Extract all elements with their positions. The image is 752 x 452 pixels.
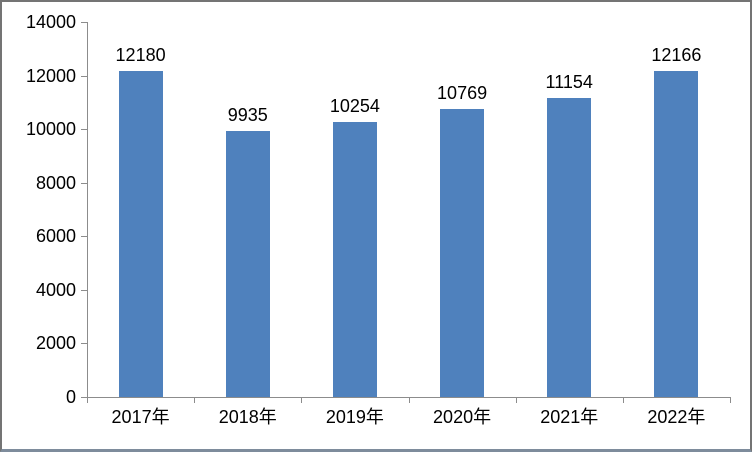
y-tick-label: 6000 — [35, 226, 76, 247]
y-tick-label: 14000 — [25, 12, 76, 32]
bar-value-label: 11154 — [545, 72, 593, 93]
x-tick-label: 2019年 — [325, 407, 384, 427]
x-axis-tick — [408, 398, 410, 403]
y-axis-tick — [81, 397, 87, 398]
x-tick-label: 2018年 — [218, 407, 277, 427]
x-tick-label: 2021年 — [540, 407, 599, 427]
x-axis-tick — [515, 398, 517, 403]
bar — [225, 130, 270, 397]
bar-value-label: 12180 — [115, 44, 166, 65]
plot-area — [87, 22, 731, 398]
y-axis-tick — [81, 75, 87, 77]
bar-value-label: 9935 — [227, 104, 268, 125]
x-axis-tick — [301, 398, 303, 403]
bar-value-label: 10254 — [329, 96, 380, 117]
y-tick-label: 4000 — [35, 279, 76, 300]
y-tick-label: 12000 — [25, 65, 76, 86]
x-axis-tick — [730, 398, 731, 403]
y-axis-tick — [81, 22, 87, 23]
x-axis-tick — [622, 398, 624, 403]
y-axis-tick — [81, 129, 87, 131]
bar — [654, 71, 699, 397]
bar — [547, 98, 592, 397]
y-axis-tick — [81, 343, 87, 345]
x-tick-label: 2020年 — [433, 407, 492, 427]
bar-value-label: 10769 — [437, 82, 488, 103]
y-tick-label: 10000 — [25, 119, 76, 140]
y-tick-label: 2000 — [35, 333, 76, 354]
bar — [440, 108, 485, 397]
y-tick-label: 0 — [65, 387, 76, 407]
y-axis-tick — [81, 236, 87, 238]
x-axis-tick — [194, 398, 196, 403]
x-tick-label: 2017年 — [111, 407, 170, 427]
y-axis-tick — [81, 182, 87, 184]
y-tick-label: 8000 — [35, 172, 76, 193]
x-axis-tick — [87, 398, 88, 403]
bar — [332, 122, 377, 397]
x-tick-label: 2022年 — [647, 407, 706, 427]
y-axis-tick — [81, 289, 87, 291]
bar-value-label: 12166 — [651, 45, 702, 66]
bar — [118, 70, 163, 397]
